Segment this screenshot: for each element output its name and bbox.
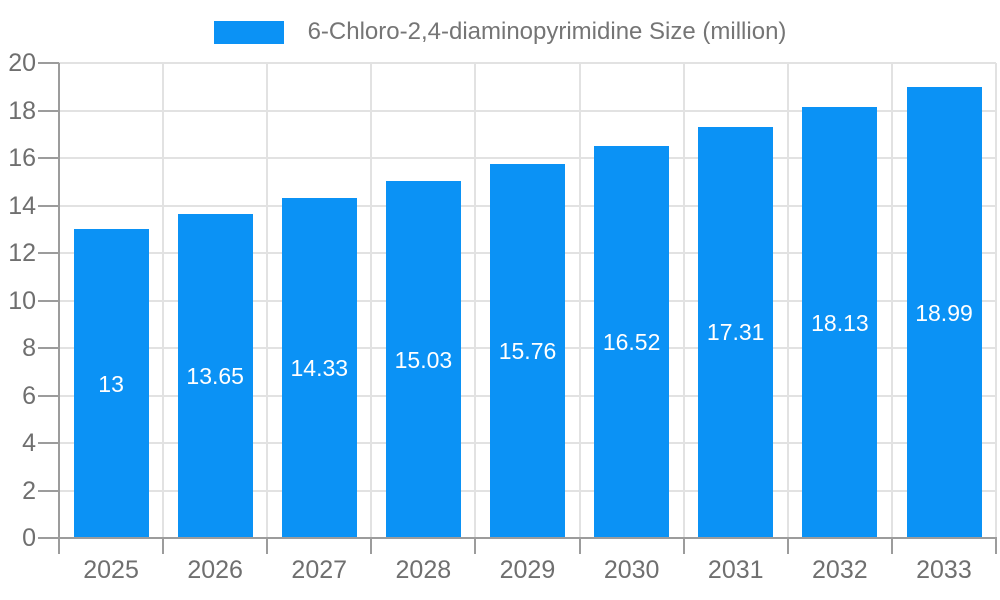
y-axis-tick [38, 252, 59, 254]
x-axis-tick [786, 538, 789, 554]
x-axis-tick [682, 538, 685, 554]
y-axis-line [58, 63, 60, 538]
y-tick-label: 10 [8, 286, 36, 315]
y-axis-tick [38, 157, 59, 159]
x-tick-label: 2025 [83, 556, 139, 584]
y-tick-label: 2 [22, 476, 36, 505]
x-tick-label: 2026 [187, 556, 243, 584]
chart-legend[interactable]: 6-Chloro-2,4-diaminopyrimidine Size (mil… [0, 18, 1000, 46]
bar-value-label: 15.03 [394, 346, 453, 373]
x-axis-tick [578, 538, 581, 554]
y-axis-tick [38, 394, 59, 397]
bar-value-label: 17.31 [706, 319, 765, 346]
bar [281, 197, 357, 538]
x-tick-label: 2032 [812, 556, 868, 584]
y-axis-tick [38, 204, 59, 207]
bar [177, 213, 253, 538]
bar [802, 107, 878, 538]
x-tick-label: 2031 [707, 556, 764, 584]
gridline-vertical [162, 63, 165, 538]
y-tick-label: 16 [8, 144, 36, 172]
y-axis-tick [38, 62, 59, 64]
y-tick-label: 0 [22, 524, 36, 552]
gridline-vertical [266, 63, 269, 538]
y-tick-label: 4 [22, 429, 36, 457]
y-axis-tick [38, 537, 59, 539]
gridline-vertical [682, 63, 685, 538]
bar-value-label: 15.76 [498, 337, 557, 364]
gridline-vertical [995, 63, 997, 538]
y-tick-label: 18 [8, 96, 36, 125]
gridline-horizontal [59, 157, 996, 159]
x-tick-label: 2028 [395, 556, 452, 584]
gridline-vertical [474, 63, 477, 538]
x-axis-tick [58, 538, 60, 554]
y-axis-tick [38, 109, 59, 112]
gridline-vertical [890, 63, 893, 538]
legend-color-swatch [213, 20, 284, 44]
y-tick-label: 20 [8, 49, 36, 77]
bar-value-label: 18.99 [915, 299, 973, 326]
bar [490, 163, 565, 538]
gridline-vertical [786, 63, 789, 538]
bar-value-label: 13 [98, 370, 124, 397]
y-axis-tick [38, 442, 59, 444]
y-axis-tick [38, 489, 59, 492]
y-tick-label: 8 [22, 334, 36, 362]
bar [385, 181, 461, 538]
x-axis-tick [995, 538, 997, 554]
gridline-vertical [370, 63, 373, 538]
bar-value-label: 13.65 [186, 362, 244, 389]
bar-value-label: 18.13 [811, 309, 869, 336]
gridline-horizontal [59, 109, 996, 112]
bar-value-label: 14.33 [290, 354, 349, 381]
bar [73, 229, 149, 539]
x-axis-line [58, 537, 997, 539]
y-axis-tick [38, 347, 59, 349]
y-tick-label: 6 [22, 381, 36, 410]
gridline-vertical [578, 63, 581, 538]
bar-value-label: 16.52 [602, 328, 661, 355]
bar [698, 126, 774, 538]
x-axis-tick [370, 538, 373, 554]
x-tick-label: 2030 [603, 556, 660, 584]
bar [906, 87, 982, 538]
x-axis-tick [162, 538, 165, 554]
y-tick-label: 14 [8, 191, 36, 220]
bar [594, 145, 670, 538]
legend-label: 6-Chloro-2,4-diaminopyrimidine Size (mil… [307, 18, 787, 45]
y-tick-label: 12 [8, 239, 36, 267]
x-tick-label: 2027 [291, 556, 348, 584]
gridline-horizontal [59, 62, 996, 64]
x-tick-label: 2033 [916, 556, 972, 584]
x-tick-label: 2029 [499, 556, 556, 584]
x-axis-tick [266, 538, 269, 554]
x-axis-tick [890, 538, 893, 554]
y-axis-tick [38, 299, 59, 302]
x-axis-tick [474, 538, 477, 554]
